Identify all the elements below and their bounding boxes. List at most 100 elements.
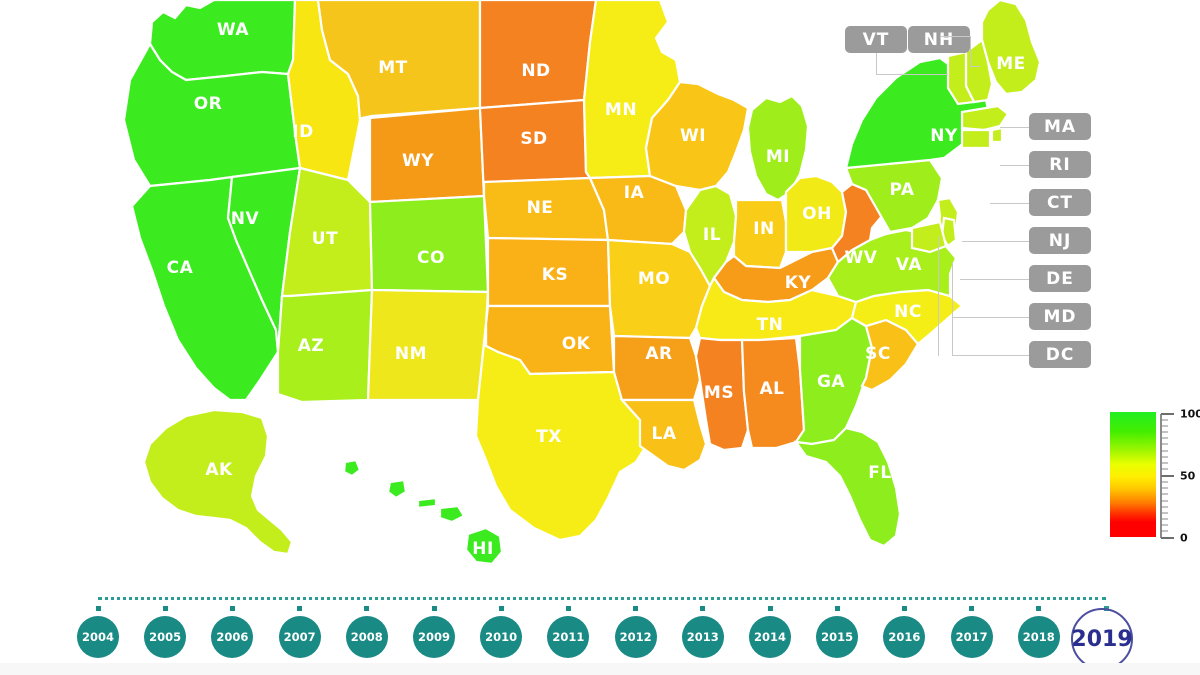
state-WI[interactable] (646, 82, 748, 190)
state-AK[interactable] (144, 410, 292, 554)
timeline-year-2014[interactable]: 2014 (749, 597, 791, 658)
leader-line-nj (962, 241, 1029, 243)
leader-line-ri (1000, 165, 1029, 167)
timeline-year-circle[interactable]: 2012 (614, 616, 657, 658)
state-KS[interactable] (488, 238, 610, 306)
state-HI-bigisland[interactable] (466, 528, 502, 564)
timeline-year-circle[interactable]: 2010 (480, 616, 523, 658)
state-HI-oahu[interactable] (388, 480, 406, 498)
state-FL[interactable] (796, 428, 900, 546)
callout-MD[interactable]: MD (1029, 303, 1091, 330)
legend-label-min: 0 (1180, 531, 1188, 545)
legend-gradient-bar (1110, 412, 1156, 537)
leader-line-nh (970, 36, 972, 66)
state-MA-shape[interactable] (962, 106, 1008, 130)
state-HI-group[interactable] (344, 460, 502, 564)
timeline-year-2006[interactable]: 2006 (211, 597, 254, 658)
timeline-year-2013[interactable]: 2013 (681, 597, 724, 658)
leader-line-nh-h (940, 36, 971, 38)
states-group[interactable] (124, 0, 1040, 564)
state-ND[interactable] (480, 0, 596, 108)
timeline-year-circle[interactable]: 2011 (547, 616, 590, 658)
timeline-year-circle[interactable]: 2006 (211, 616, 254, 658)
timeline-year-2011[interactable]: 2011 (547, 597, 590, 658)
timeline-year-2005[interactable]: 2005 (144, 597, 187, 658)
state-HI-molokai[interactable] (418, 498, 436, 508)
timeline-year-2012[interactable]: 2012 (614, 597, 657, 658)
state-WA[interactable] (150, 0, 295, 80)
state-MI[interactable] (748, 96, 808, 200)
callout-VT[interactable]: VT (845, 26, 907, 53)
state-RI-shape[interactable] (992, 128, 1002, 142)
timeline-year-circle[interactable]: 2004 (77, 616, 119, 658)
timeline-year-2015[interactable]: 2015 (816, 597, 859, 658)
color-legend: 100 50 0 (1110, 408, 1200, 545)
callout-NJ[interactable]: NJ (1029, 227, 1091, 254)
timeline-year-circle[interactable]: 2008 (345, 616, 388, 658)
state-HI-kauai[interactable] (344, 460, 360, 476)
callout-MA[interactable]: MA (1029, 113, 1091, 140)
callout-CT[interactable]: CT (1029, 189, 1091, 216)
state-AR[interactable] (614, 336, 700, 400)
leader-line-md (952, 317, 1029, 319)
timeline-tick (498, 606, 504, 611)
timeline-year-2019[interactable]: 2019 (1071, 597, 1133, 670)
leader-line-vt (876, 53, 878, 75)
legend-axis: 100 50 0 (1158, 408, 1200, 545)
callout-NH[interactable]: NH (908, 26, 970, 53)
state-WY[interactable] (370, 108, 484, 202)
leader-line-dc (952, 355, 1029, 357)
timeline-year-circle[interactable]: 2016 (883, 616, 926, 658)
state-PA[interactable] (846, 160, 942, 232)
timeline-year-2010[interactable]: 2010 (480, 597, 523, 658)
state-MD-shape[interactable] (912, 222, 946, 252)
timeline-track[interactable]: 2004 2005 2006 2007 2008 2009 2010 2011 2012 2013… (77, 597, 1133, 675)
timeline-tick (229, 606, 235, 611)
timeline-year-circle[interactable]: 2015 (816, 616, 859, 658)
state-HI-maui[interactable] (440, 506, 464, 522)
bottom-band (0, 663, 1200, 675)
state-IN[interactable] (734, 200, 786, 268)
timeline-tick (431, 606, 437, 611)
state-NE[interactable] (484, 178, 608, 240)
state-AL[interactable] (742, 338, 804, 448)
timeline-tick (1036, 606, 1042, 611)
state-LA[interactable] (622, 400, 706, 470)
timeline-tick (297, 606, 303, 611)
timeline-dotted-line (98, 597, 1106, 600)
leader-line-de (960, 279, 1029, 281)
leader-line-ct (990, 203, 1029, 205)
state-NM[interactable] (368, 290, 488, 400)
timeline-year-2016[interactable]: 2016 (883, 597, 926, 658)
timeline-year-circle[interactable]: 2009 (413, 616, 455, 658)
timeline-year-2008[interactable]: 2008 (345, 597, 388, 658)
timeline-tick (901, 606, 907, 611)
callout-RI[interactable]: RI (1029, 151, 1091, 178)
timeline-year-circle[interactable]: 2013 (681, 616, 724, 658)
timeline-year-2018[interactable]: 2018 (1017, 597, 1060, 658)
timeline-year-circle[interactable]: 2014 (749, 616, 791, 658)
timeline-year-circle[interactable]: 2019 (1071, 608, 1133, 670)
timeline-year-circle[interactable]: 2017 (950, 616, 993, 658)
timeline-year-circle[interactable]: 2005 (144, 616, 187, 658)
state-AZ[interactable] (278, 290, 372, 402)
timeline-year-2017[interactable]: 2017 (950, 597, 993, 658)
callout-DE[interactable]: DE (1029, 265, 1091, 292)
timeline-year-2007[interactable]: 2007 (278, 597, 321, 658)
timeline-year-circle[interactable]: 2018 (1017, 616, 1060, 658)
state-GA[interactable] (796, 318, 872, 444)
callout-DC[interactable]: DC (1029, 341, 1091, 368)
timeline-tick (633, 606, 639, 611)
timeline-year-circle[interactable]: 2007 (278, 616, 321, 658)
timeline-year-2009[interactable]: 2009 (413, 597, 455, 658)
timeline-year-2004[interactable]: 2004 (77, 597, 119, 658)
state-CO[interactable] (370, 196, 488, 292)
state-CT-shape[interactable] (962, 130, 990, 148)
us-choropleth-map[interactable]: WA OR CA NV ID MT WY UT CO AZ NM ND SD NE KS OK TX MN IA MO… (0, 0, 1100, 590)
year-timeline[interactable]: 2004 2005 2006 2007 2008 2009 2010 2011 2012 2013… (0, 588, 1200, 675)
leader-line-coast (938, 236, 940, 356)
timeline-tick (162, 606, 168, 611)
leader-line-ma (1000, 127, 1029, 129)
state-TX[interactable] (476, 324, 646, 540)
